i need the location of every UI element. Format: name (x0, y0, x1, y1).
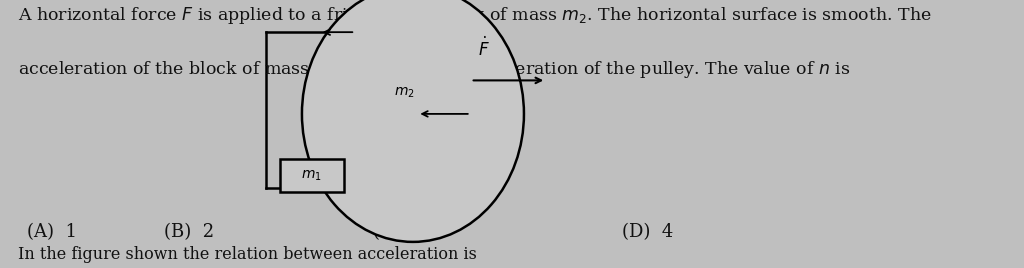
Text: (D)  4: (D) 4 (622, 223, 673, 241)
Ellipse shape (302, 0, 524, 242)
Text: (A)  1: (A) 1 (27, 223, 77, 241)
Text: A horizontal force $F$ is applied to a frictionless pulley of mass $m_2$. The ho: A horizontal force $F$ is applied to a f… (17, 5, 932, 26)
Text: (B)  2: (B) 2 (164, 223, 214, 241)
Text: $m_2$: $m_2$ (393, 85, 415, 100)
Text: In the figure shown the relation between acceleration is: In the figure shown the relation between… (17, 246, 476, 263)
Text: (C)  3: (C) 3 (373, 223, 424, 241)
Text: $m_1$: $m_1$ (301, 168, 323, 183)
Text: $\dot{F}$: $\dot{F}$ (478, 37, 489, 60)
Bar (280, 159, 344, 192)
Text: acceleration of the block of mass $m_1$ is $n$ times the acceleration of the pul: acceleration of the block of mass $m_1$ … (17, 59, 850, 80)
